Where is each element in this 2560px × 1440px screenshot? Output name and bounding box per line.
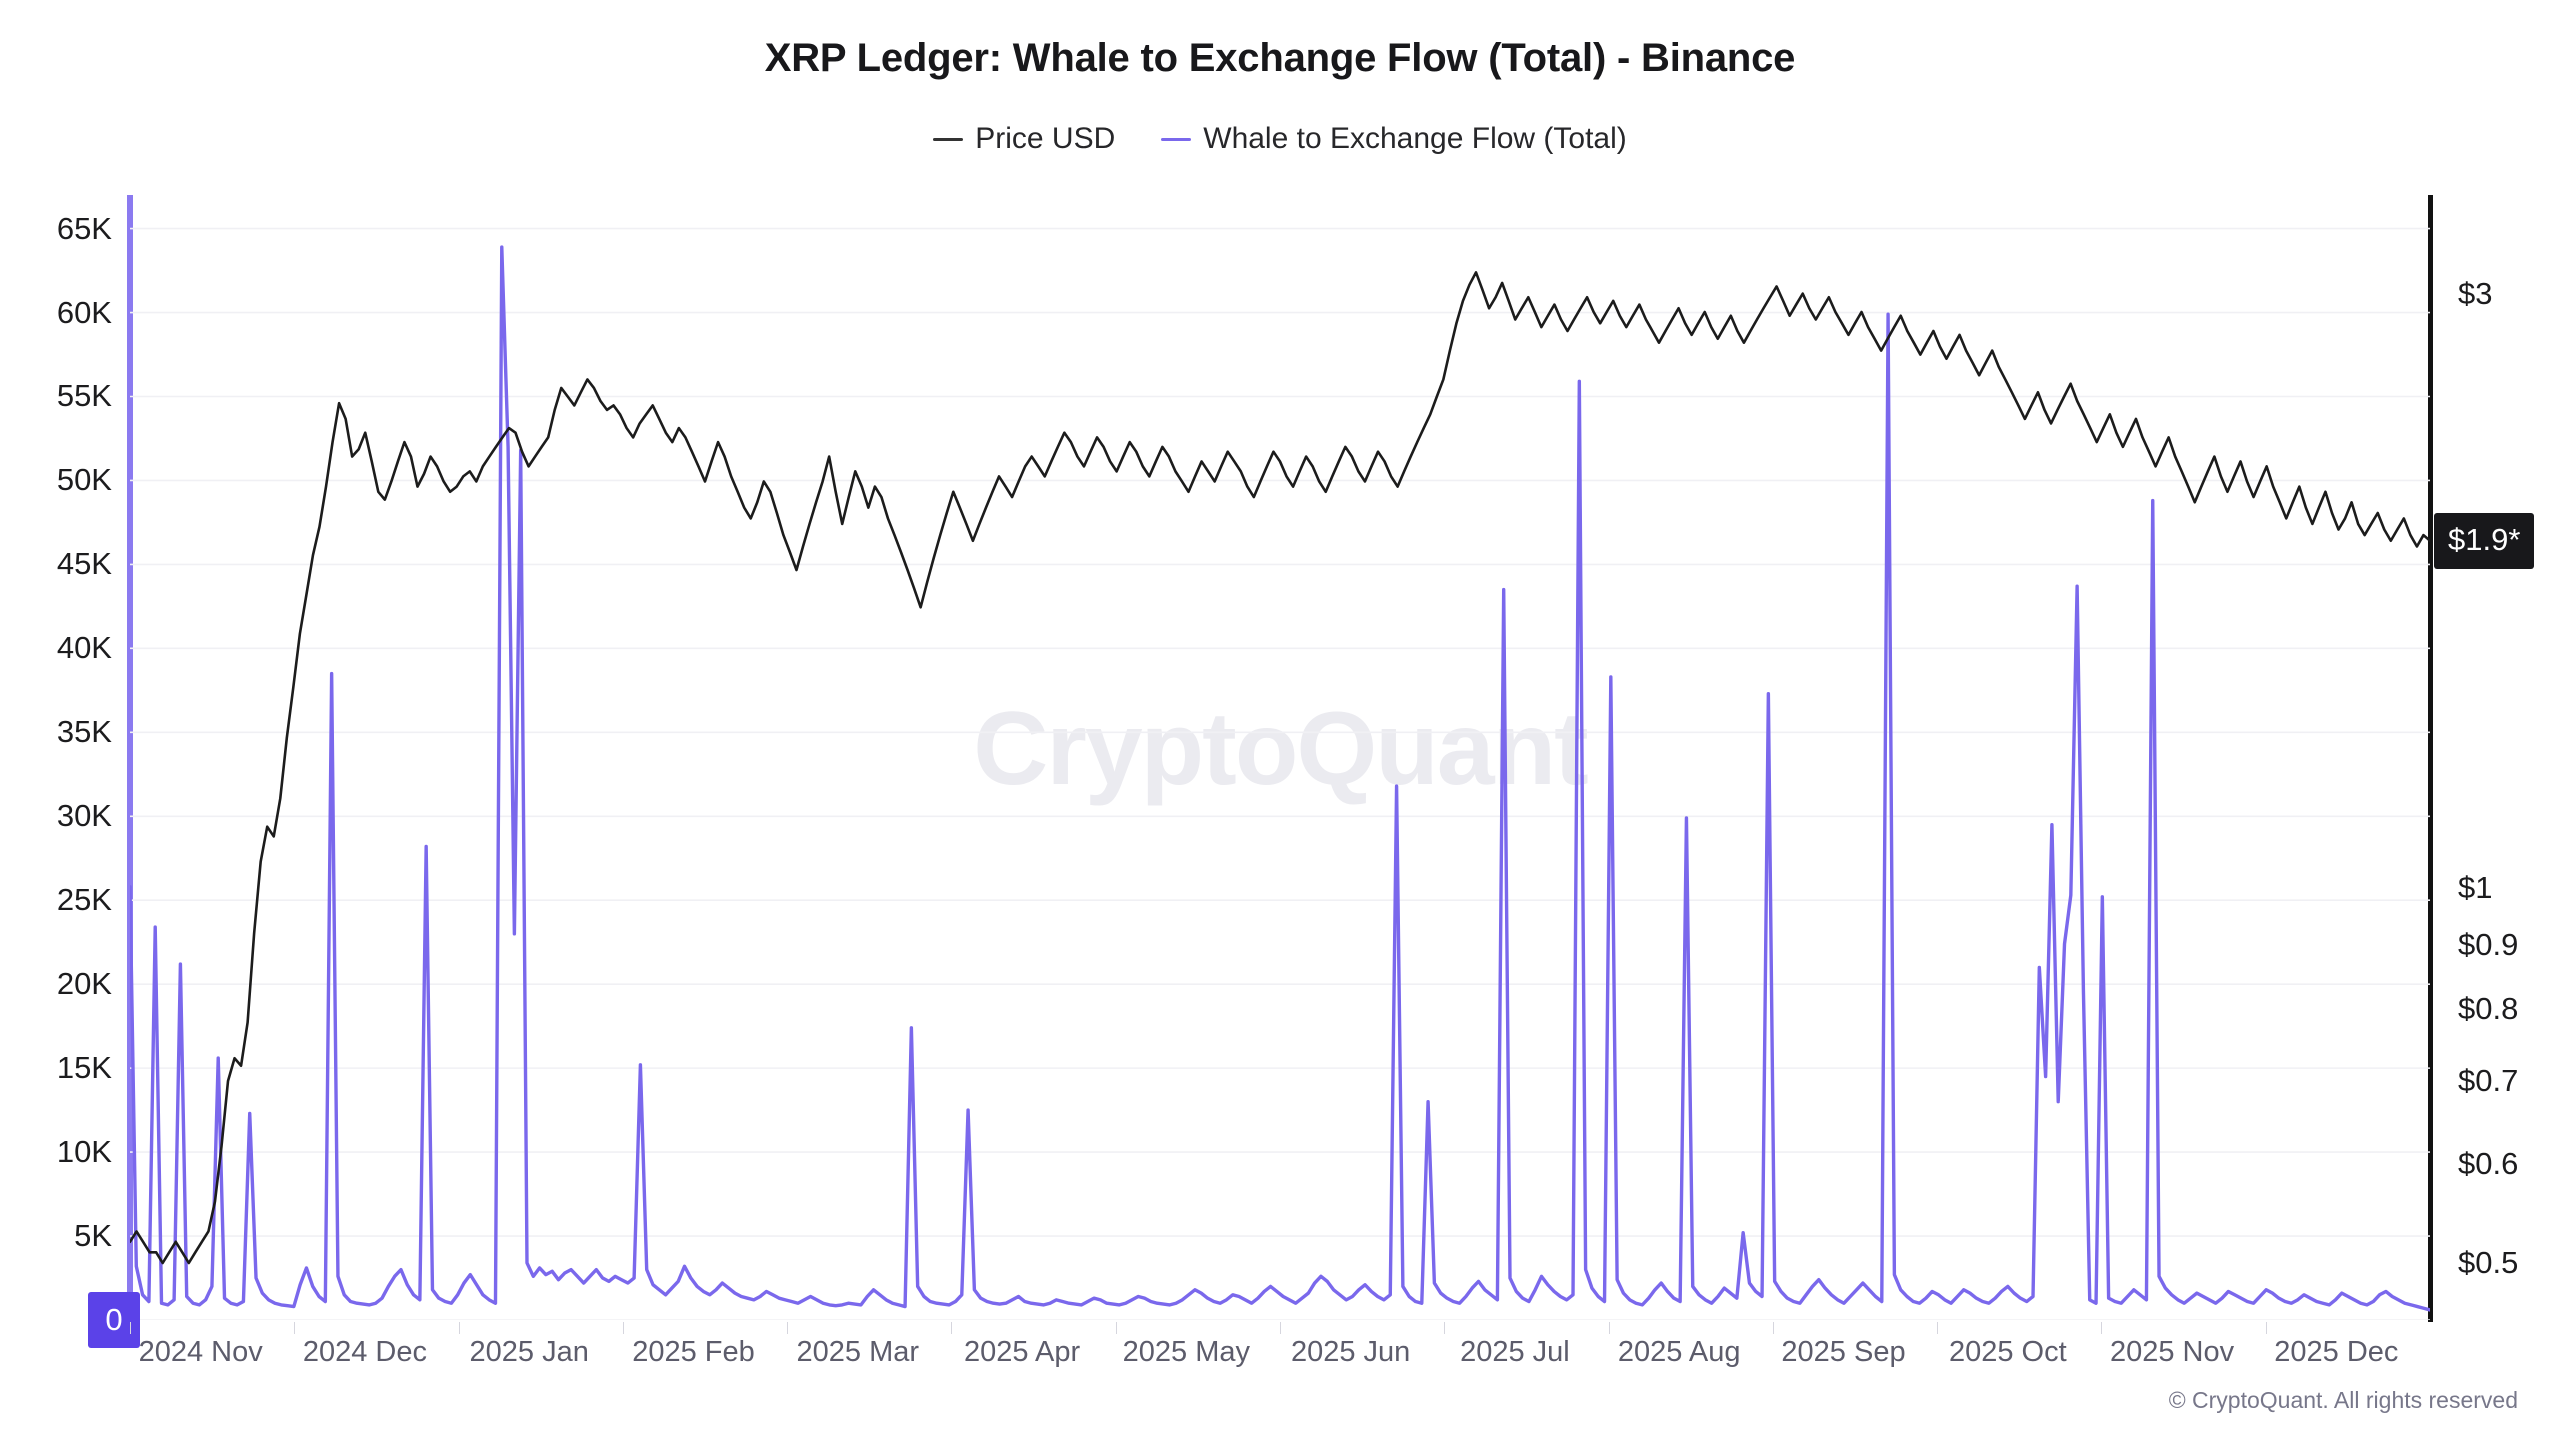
left-axis-spine [127,195,133,1322]
x-axis-tick-label: 2025 Feb [632,1336,755,1368]
legend-label-price-usd: Price USD [975,122,1116,155]
chart-canvas [130,227,2430,1320]
x-axis-tick-mark [1608,1322,1610,1334]
x-axis-tick-label: 2025 Mar [796,1336,920,1368]
x-axis-tick-mark [2265,1322,2267,1334]
x-axis-tick-mark [622,1322,624,1334]
left-axis-tick-label: 45K [56,546,112,582]
x-axis-tick-label: 2025 Dec [2274,1336,2399,1368]
x-axis-tick-mark [1280,1322,1281,1334]
x-axis-tick-mark [787,1322,789,1334]
right-axis-tick-label: $1 [2458,869,2493,905]
x-axis-tick-label: 2024 Nov [138,1336,263,1368]
x-axis-tick-mark [1444,1322,1446,1334]
right-axis-tick-label: $0.9 [2458,927,2519,962]
left-axis-tick-label: 60K [56,294,112,330]
x-axis-tick-mark [1772,1322,1774,1334]
series-line-price-usd [130,271,2430,1265]
x-axis-tick-mark [130,1322,131,1334]
copyright-footer: © CryptoQuant. All rights reserved [2168,1387,2518,1413]
right-axis-tick-label: $0.5 [2458,1244,2519,1280]
current-price-badge: $1.9* [2434,512,2535,569]
left-axis-tick-label: 40K [56,630,112,666]
x-axis-tick-label: 2025 Jul [1460,1336,1570,1368]
right-axis-tick-label: $0.8 [2458,990,2519,1026]
plot-area[interactable] [130,195,2430,1320]
x-axis-tick-label: 2025 Nov [2109,1336,2235,1368]
x-axis-tick-mark [294,1322,296,1334]
left-axis-tick-label: 10K [56,1134,112,1170]
left-axis-tick-label: 30K [56,798,112,834]
page-title: XRP Ledger: Whale to Exchange Flow (Tota… [764,36,1796,80]
legend-swatch-price-usd [933,137,964,141]
x-axis-tick-label: 2025 Oct [1948,1336,2067,1368]
x-axis-tick-mark [1937,1322,1939,1334]
x-axis-tick-mark [951,1322,953,1334]
left-axis-tick-label: 15K [56,1050,112,1086]
x-axis-tick-label: 2024 Dec [302,1336,427,1368]
x-axis-tick-label: 2025 Jan [469,1336,589,1368]
x-axis-tick-mark [458,1322,460,1334]
left-axis-tick-label: 55K [56,378,112,414]
legend-item-whale-to-exchange-flow[interactable]: Whale to Exchange Flow (Total) [1161,122,1627,156]
x-axis-tick-label: 2025 Jun [1290,1336,1411,1368]
x-axis-tick-label: 2025 May [1122,1336,1251,1368]
right-axis-tick-label: $3 [2458,275,2493,311]
x-axis-tick-label: 2025 Aug [1617,1336,1741,1368]
chart-legend: Price USD Whale to Exchange Flow (Total) [0,122,2560,156]
left-axis-tick-label: 5K [74,1218,112,1254]
legend-item-price-usd[interactable]: Price USD [933,122,1115,156]
right-axis-spine [2428,195,2433,1322]
left-axis-tick-label: 25K [56,882,112,918]
right-axis-tick-label: $0.7 [2458,1062,2519,1098]
left-axis-tick-label: 35K [56,714,112,750]
x-axis-tick-mark [2101,1322,2103,1334]
legend-swatch-whale-to-exchange-flow [1161,137,1192,141]
x-axis-tick-label: 2025 Apr [964,1336,1081,1368]
right-axis-tick-label: $0.6 [2458,1146,2519,1182]
series-line-whale-to-exchange-flow [130,245,2430,1312]
legend-label-whale-to-exchange-flow: Whale to Exchange Flow (Total) [1203,122,1627,155]
x-axis-tick-mark [1115,1322,1117,1334]
gridlines [130,227,2430,1320]
left-axis-tick-label: 50K [56,462,112,498]
x-axis-tick-label: 2025 Sep [1781,1336,1906,1368]
left-axis-zero-badge: 0 [88,1292,140,1348]
left-axis-tick-label: 20K [56,966,112,1002]
left-axis-tick-label: 65K [56,210,112,246]
